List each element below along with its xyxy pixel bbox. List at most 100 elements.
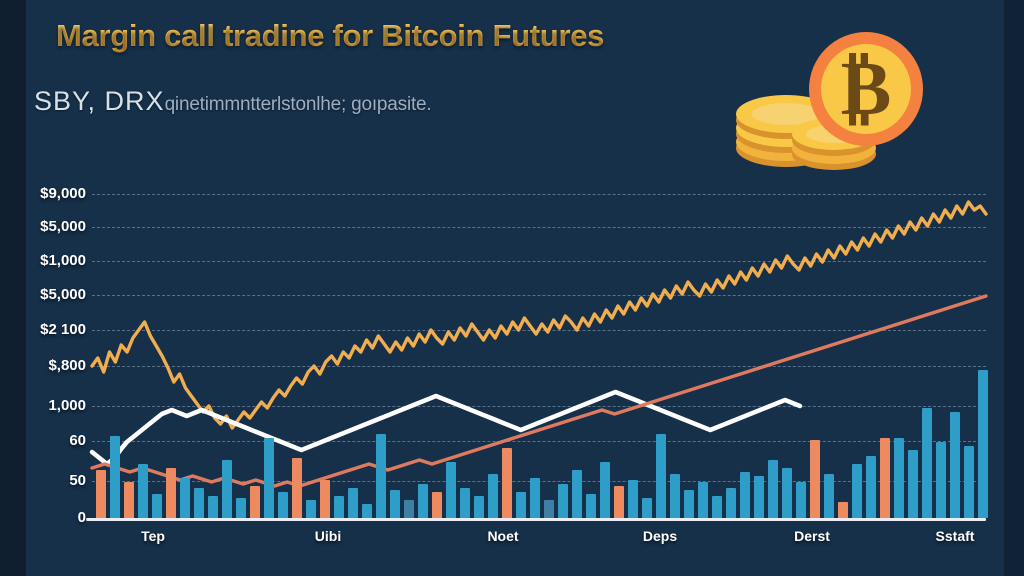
right-edge-band xyxy=(1004,0,1024,576)
chart-bar xyxy=(950,412,960,518)
y-axis-tick-label: $5,000 xyxy=(40,286,86,303)
chart-bar xyxy=(838,502,848,518)
chart-bar xyxy=(614,486,624,518)
chart-bar xyxy=(936,442,946,518)
subtitle-description: qinetimmntterlstonlhe; goıpasite. xyxy=(164,94,432,115)
chart-bar xyxy=(306,500,316,518)
x-axis-baseline xyxy=(86,518,986,521)
chart-bar xyxy=(180,478,190,518)
chart-bar xyxy=(474,496,484,518)
subtitle-ticker-codes: SBY, DRX xyxy=(34,86,165,116)
y-axis-tick-label: $2 100 xyxy=(40,321,86,338)
x-axis-tick-label: Deps xyxy=(642,528,678,544)
chart-bar xyxy=(894,438,904,518)
bitcoin-coins-graphic: ₿ xyxy=(736,32,923,170)
chart-bar xyxy=(110,436,120,518)
chart-bar xyxy=(530,478,540,518)
chart-bar xyxy=(740,472,750,518)
bitcoin-illustration: ₿ xyxy=(724,20,934,180)
chart-bar xyxy=(390,490,400,518)
chart-bar xyxy=(208,496,218,518)
chart-bar xyxy=(362,504,372,518)
chart-bar xyxy=(880,438,890,518)
grid-line xyxy=(92,441,986,442)
chart-bar xyxy=(670,474,680,518)
chart-bar xyxy=(656,434,666,518)
chart-bar xyxy=(852,464,862,518)
chart-bar xyxy=(768,460,778,518)
chart-bar xyxy=(782,468,792,518)
chart-bar xyxy=(152,494,162,518)
y-axis-tick-label: $9,000 xyxy=(40,185,86,202)
chart-bar xyxy=(320,480,330,518)
series-white-volatility-line xyxy=(89,389,803,467)
chart-bar xyxy=(292,458,302,518)
chart-bar xyxy=(600,462,610,518)
chart-bar xyxy=(754,476,764,518)
chart-bar xyxy=(922,408,932,518)
x-axis-tick-label: Derst xyxy=(794,528,830,544)
chart-bar xyxy=(124,482,134,518)
chart-bar xyxy=(796,482,806,518)
chart-bar xyxy=(642,498,652,518)
page-subtitle: SBY, DRXqinetimmntterlstonlhe; goıpasite… xyxy=(34,86,432,117)
series-coral-trend-line xyxy=(90,294,988,488)
chart-bar xyxy=(586,494,596,518)
series-btc-price-line xyxy=(90,200,988,430)
y-axis-tick-label: $1,000 xyxy=(40,252,86,269)
left-edge-band xyxy=(0,0,26,576)
x-axis-tick-label: Uibi xyxy=(314,528,342,544)
chart-bar xyxy=(908,450,918,518)
chart-bar xyxy=(194,488,204,518)
x-axis-tick-label: Noet xyxy=(487,528,519,544)
y-axis-tick-label: 1,000 xyxy=(48,397,86,414)
chart-bar xyxy=(334,496,344,518)
x-axis-tick-label: Sstaft xyxy=(935,528,975,544)
page-title: Margin call tradine for Bitcoin Futures xyxy=(56,18,605,53)
chart-bar xyxy=(432,492,442,518)
chart-bar xyxy=(558,484,568,518)
chart-bar xyxy=(278,492,288,518)
chart-bar xyxy=(460,488,470,518)
y-axis-tick-label: 0 xyxy=(77,509,86,526)
grid-line xyxy=(92,295,986,296)
chart-bar xyxy=(516,492,526,518)
grid-line xyxy=(92,227,986,228)
bitcoin-coin-icon: ₿ xyxy=(809,32,923,146)
y-axis-tick-label: 60 xyxy=(69,432,86,449)
chart-bar xyxy=(96,470,106,518)
chart-bar xyxy=(866,456,876,518)
chart-bar xyxy=(502,448,512,518)
chart-bar xyxy=(824,474,834,518)
chart-bar xyxy=(222,460,232,518)
chart-bar xyxy=(684,490,694,518)
grid-line xyxy=(92,366,986,367)
chart-bar xyxy=(446,462,456,518)
chart-bar xyxy=(166,468,176,518)
chart-bar xyxy=(264,438,274,518)
grid-line xyxy=(92,406,986,407)
x-axis-tick-label: Tep xyxy=(141,528,165,544)
bitcoin-symbol-glyph: ₿ xyxy=(841,47,892,131)
grid-line xyxy=(92,261,986,262)
chart-bar xyxy=(726,488,736,518)
chart-bar xyxy=(978,370,988,518)
y-axis-tick-label: $5,000 xyxy=(40,218,86,235)
chart-bar xyxy=(236,498,246,518)
chart-bar xyxy=(712,496,722,518)
chart-bar xyxy=(376,434,386,518)
chart-bar xyxy=(250,486,260,518)
chart-bar xyxy=(964,446,974,518)
chart-bar xyxy=(418,484,428,518)
chart-bar xyxy=(810,440,820,518)
chart-bar xyxy=(628,480,638,518)
chart-bar xyxy=(404,500,414,518)
grid-line xyxy=(92,194,986,195)
chart-bar xyxy=(138,464,148,518)
chart-bar xyxy=(698,482,708,518)
chart-bar xyxy=(348,488,358,518)
y-axis-tick-label: 50 xyxy=(69,472,86,489)
